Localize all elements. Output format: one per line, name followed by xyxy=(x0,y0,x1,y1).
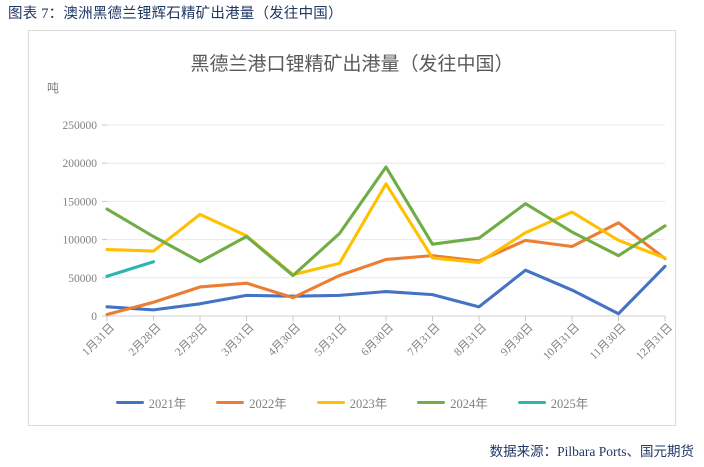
x-tick-label: 3月31日 xyxy=(220,322,257,359)
chart-title: 黑德兰港口锂精矿出港量（发往中国） xyxy=(190,54,514,75)
x-tick-label: 9月30日 xyxy=(499,322,536,359)
legend-swatch-icon xyxy=(316,400,345,405)
legend-label: 2022年 xyxy=(249,397,287,411)
legend-label: 2025年 xyxy=(550,397,589,411)
legend-item-2021年[interactable]: 2021年 xyxy=(115,393,187,412)
x-tick-label: 6月30日 xyxy=(359,322,396,359)
legend-swatch-icon xyxy=(417,400,446,405)
y-tick-label: 200000 xyxy=(63,158,98,170)
legend-label: 2023年 xyxy=(349,397,388,411)
series-line-2025年 xyxy=(105,260,156,278)
x-tick-label: 11月30日 xyxy=(588,322,629,363)
y-tick-label: 150000 xyxy=(63,196,98,208)
figure-caption: 图表 7：澳洲黑德兰锂辉石精矿出港量（发往中国） xyxy=(8,6,343,22)
y-axis-tick-labels: 0 50000 100000 150000 200000 250000 xyxy=(63,120,98,323)
x-tick-label: 2月28日 xyxy=(127,322,164,359)
x-tick-label: 12月31日 xyxy=(634,322,675,363)
x-tick-label: 2月29日 xyxy=(173,322,210,359)
chart-container: 黑德兰港口锂精矿出港量（发往中国） 吨 0 50000 100000 150000 20… xyxy=(28,30,676,426)
series-line-2023年 xyxy=(105,182,667,277)
legend-label: 2024年 xyxy=(450,397,488,411)
y-tick-label: 50000 xyxy=(68,273,97,285)
x-tick-label: 8月31日 xyxy=(452,322,489,359)
series-line-2022年 xyxy=(105,221,667,317)
x-tick-label: 10月31日 xyxy=(541,322,582,363)
x-axis-tick-labels: 1月31日 2月28日 2月29日 3月31日 4月30日 5月31日 6月30日 7月31日… xyxy=(80,322,675,363)
x-tick-label: 4月30日 xyxy=(266,322,303,359)
x-axis-tick-marks xyxy=(106,316,666,321)
legend-swatch-icon xyxy=(216,400,245,405)
source-note: 数据来源：Pilbara Ports、国元期货 xyxy=(489,444,694,459)
legend-item-2024年[interactable]: 2024年 xyxy=(417,393,488,412)
legend-label: 2021年 xyxy=(148,397,187,411)
y-tick-label: 100000 xyxy=(63,235,98,247)
series-line-2024年 xyxy=(105,165,667,278)
gridlines-group xyxy=(102,124,665,317)
legend-item-2022年[interactable]: 2022年 xyxy=(216,393,287,412)
chart-legend: 2021年 2022年 2023年 2024年 2025年 xyxy=(29,393,675,412)
series-line-2021年 xyxy=(105,264,667,316)
x-tick-label: 1月31日 xyxy=(80,322,117,359)
legend-swatch-icon xyxy=(517,400,546,405)
legend-item-2023年[interactable]: 2023年 xyxy=(316,393,388,412)
y-tick-label: 250000 xyxy=(63,120,98,132)
legend-item-2025年[interactable]: 2025年 xyxy=(517,393,589,412)
legend-swatch-icon xyxy=(115,400,144,405)
y-axis-unit-label: 吨 xyxy=(47,81,60,95)
y-tick-label: 0 xyxy=(91,311,97,323)
data-series-group xyxy=(105,165,667,317)
x-tick-label: 5月31日 xyxy=(313,322,350,359)
line-chart-plot: 0 50000 100000 150000 200000 250000 1月31日 2月28… xyxy=(63,120,676,363)
x-tick-label: 7月31日 xyxy=(406,322,443,359)
